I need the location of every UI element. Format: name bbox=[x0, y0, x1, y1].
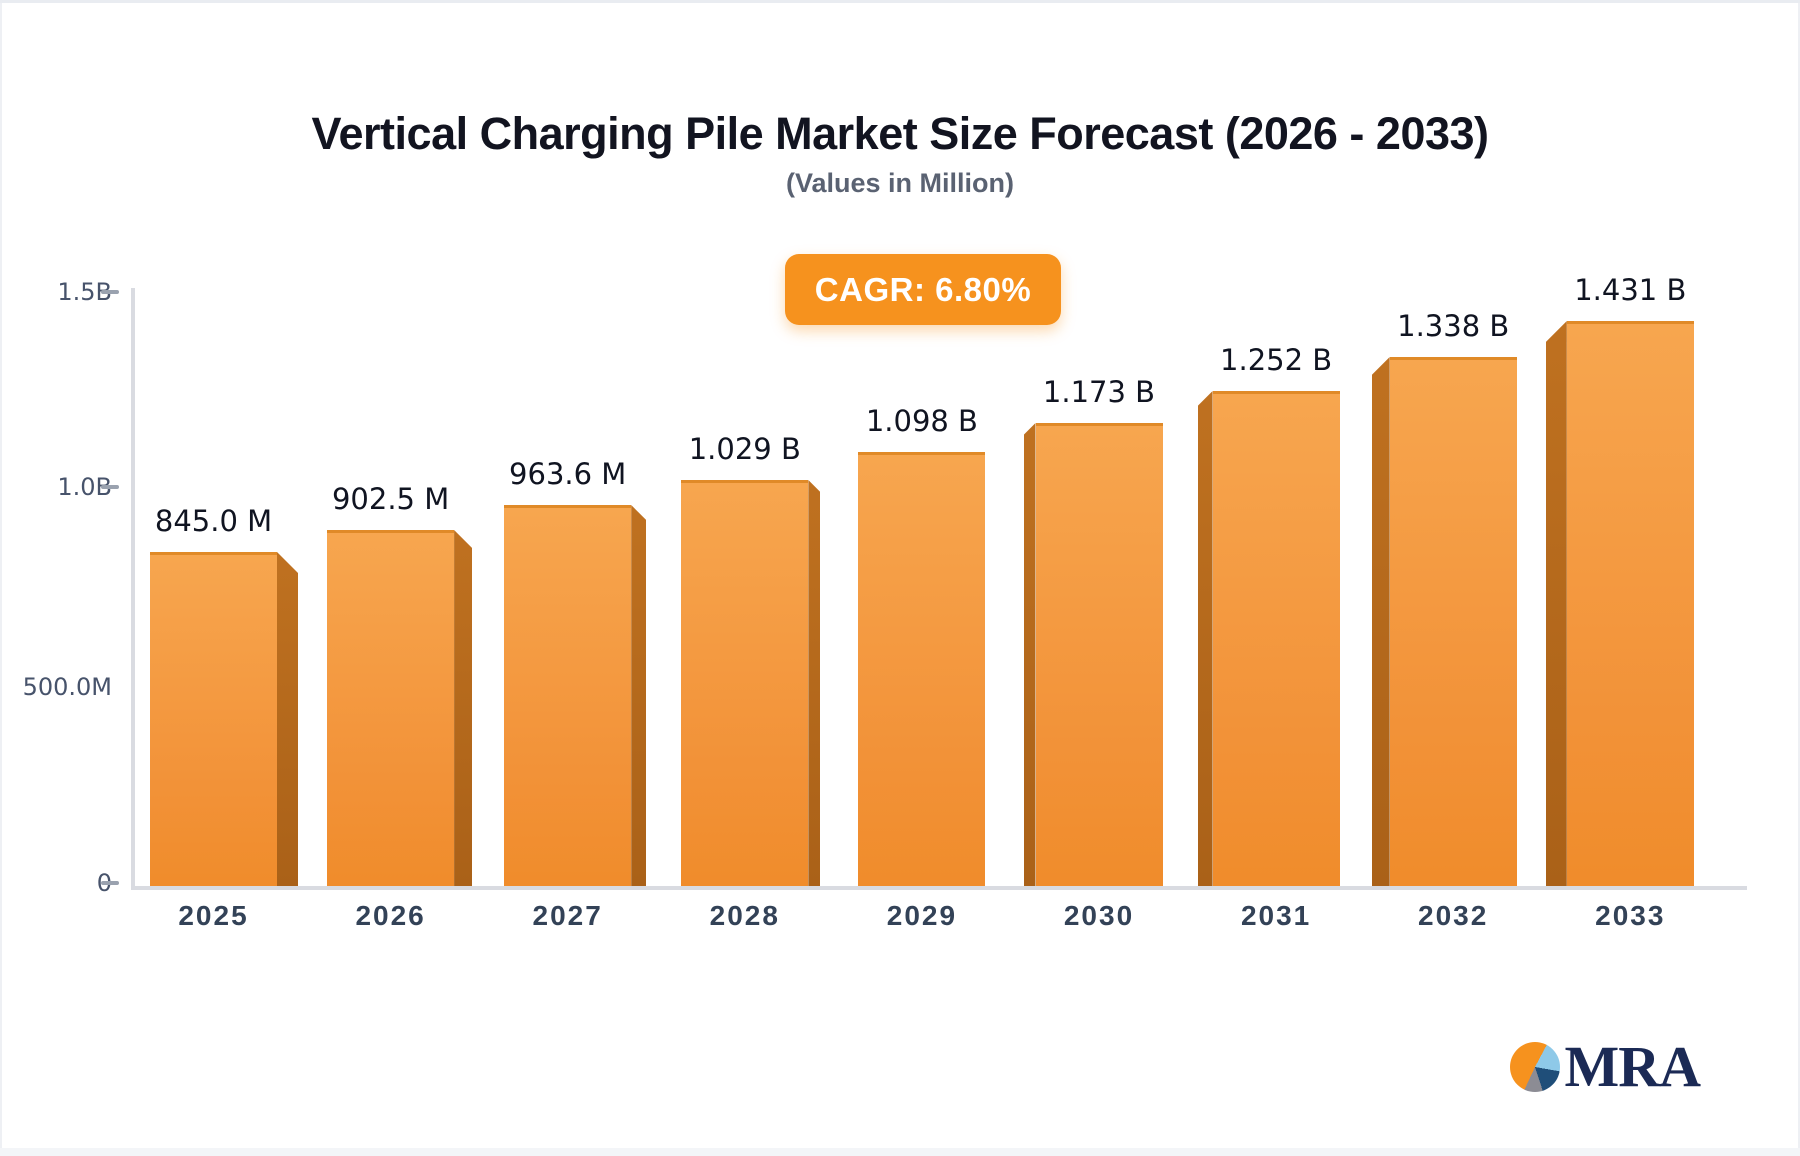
bar-2031 bbox=[1212, 391, 1340, 886]
bar-side-2027 bbox=[631, 505, 647, 886]
bar-2030 bbox=[1035, 423, 1163, 886]
bar-value-label-2029: 1.098 B bbox=[865, 404, 978, 438]
top-edge-divider bbox=[0, 0, 1800, 3]
bar-side-2030 bbox=[1023, 423, 1036, 886]
bar-2033 bbox=[1566, 321, 1694, 886]
y-tick-label-500m: 500.0M bbox=[22, 673, 112, 701]
brand-logo: MRA bbox=[1510, 1034, 1701, 1099]
bar-value-label-2033: 1.431 B bbox=[1574, 273, 1687, 307]
bar-2032 bbox=[1389, 357, 1517, 886]
bar-side-2026 bbox=[454, 530, 473, 886]
plot-area: 845.0 M 902.5 M 963.6 M 1.029 B 1.098 B 1.173… bbox=[131, 273, 1747, 890]
x-axis-label-2031: 2031 bbox=[1240, 900, 1312, 931]
bar-value-label-2028: 1.029 B bbox=[688, 432, 801, 466]
bar-2028 bbox=[681, 480, 809, 886]
x-axis-label-2027: 2027 bbox=[532, 900, 603, 931]
y-tick-label-1-0b: 1.0B bbox=[57, 473, 112, 501]
cagr-badge: CAGR: 6.80% bbox=[785, 254, 1061, 325]
y-tick-label-0: 0 bbox=[2, 869, 112, 897]
x-axis-label-2026: 2026 bbox=[355, 900, 426, 931]
bar-side-2033 bbox=[1545, 321, 1567, 886]
y-tick-dash-1-0b bbox=[101, 485, 119, 489]
x-axis-label-2030: 2030 bbox=[1063, 900, 1135, 931]
bar-value-label-2030: 1.173 B bbox=[1042, 375, 1156, 409]
bottom-edge-divider bbox=[0, 1148, 1800, 1156]
x-axis-label-2029: 2029 bbox=[886, 900, 958, 931]
bar-value-label-2026: 902.5 M bbox=[331, 482, 450, 516]
bar-side-2032 bbox=[1371, 357, 1390, 886]
bar-side-2031 bbox=[1197, 391, 1213, 886]
chart-subtitle: (Values in Million) bbox=[785, 168, 1015, 198]
bar-side-2025 bbox=[277, 552, 298, 886]
bar-2029 bbox=[858, 452, 986, 886]
bar-2025 bbox=[150, 552, 277, 886]
bar-side-2028 bbox=[808, 480, 821, 886]
y-tick-dash-0 bbox=[101, 881, 119, 885]
bar-2026 bbox=[327, 530, 455, 886]
pie-chart-logo-icon bbox=[1510, 1042, 1561, 1092]
x-axis-label-2028: 2028 bbox=[709, 900, 780, 931]
chart-title: Vertical Charging Pile Market Size Forec… bbox=[311, 108, 1489, 159]
x-axis-label-2025: 2025 bbox=[178, 900, 249, 931]
bar-2027 bbox=[504, 505, 632, 886]
bar-value-label-2032: 1.338 B bbox=[1397, 309, 1510, 343]
bar-value-label-2027: 963.6 M bbox=[509, 457, 627, 491]
bar-value-label-2031: 1.252 B bbox=[1220, 343, 1333, 377]
x-axis-label-2032: 2032 bbox=[1418, 900, 1489, 931]
bar-value-label-2025: 845.0 M bbox=[154, 504, 273, 538]
x-axis-label-2033: 2033 bbox=[1595, 900, 1666, 931]
y-tick-label-1-5b: 1.5B bbox=[57, 278, 112, 306]
cagr-badge-label: CAGR: 6.80% bbox=[814, 270, 1032, 308]
y-tick-dash-1-5b bbox=[101, 290, 119, 294]
brand-logo-text: MRA bbox=[1564, 1034, 1701, 1099]
